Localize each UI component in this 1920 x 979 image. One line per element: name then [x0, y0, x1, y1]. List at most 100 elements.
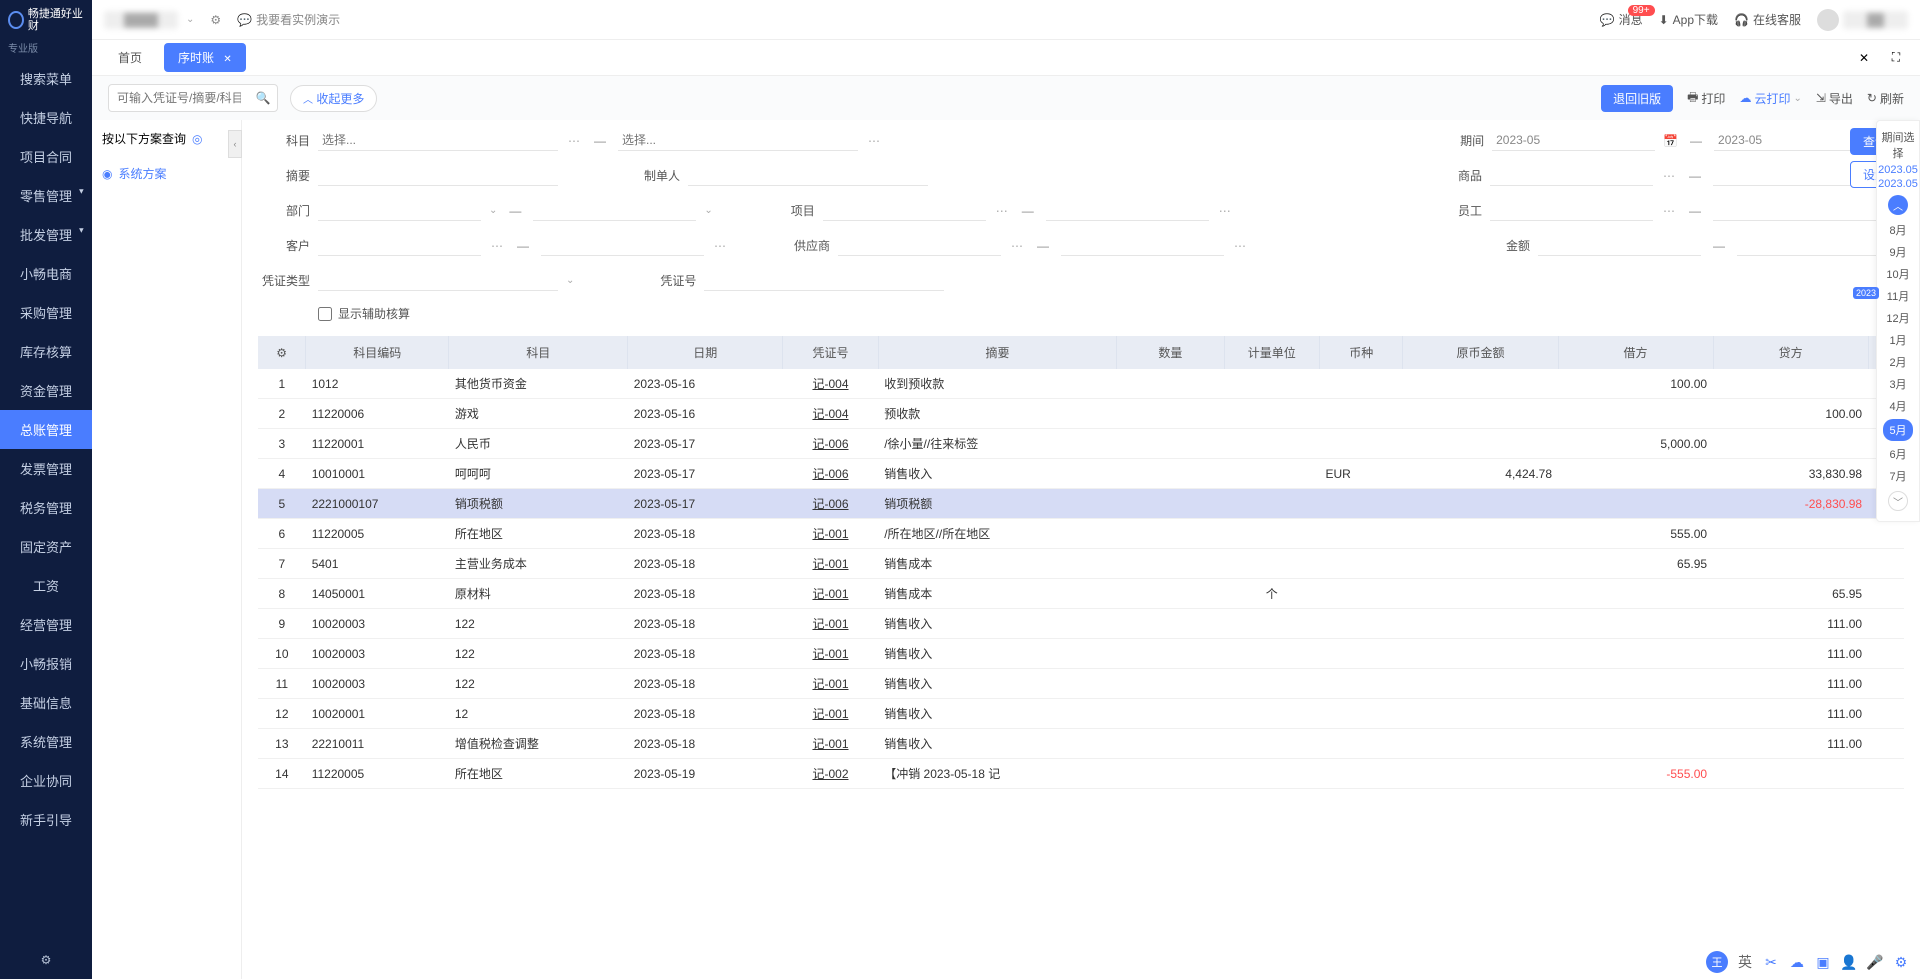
- more-icon[interactable]: ⋯: [1661, 169, 1677, 183]
- collapse-filters-button[interactable]: ︿ 收起更多: [290, 85, 377, 112]
- input-dept-from[interactable]: [318, 200, 481, 221]
- period-month[interactable]: 8月: [1877, 219, 1919, 241]
- messages-link[interactable]: 💬 消息 99+: [1600, 11, 1643, 28]
- nav-item-6[interactable]: 采购管理: [0, 293, 92, 332]
- more-icon[interactable]: ⋯: [566, 134, 582, 148]
- nav-item-12[interactable]: 固定资产: [0, 527, 92, 566]
- refresh-button[interactable]: ↻刷新: [1867, 90, 1904, 107]
- input-project-from[interactable]: [823, 200, 986, 221]
- voucher-link[interactable]: 记-006: [812, 467, 848, 481]
- tool-icon-1[interactable]: ✂: [1762, 953, 1780, 971]
- input-vtype[interactable]: [318, 270, 558, 291]
- table-row[interactable]: 311220001人民币2023-05-17记-006/徐小量//往来标签5,0…: [258, 429, 1904, 459]
- table-row[interactable]: 11100200031222023-05-18记-001销售收入111.00: [258, 669, 1904, 699]
- cloud-print-button[interactable]: ☁云打印⌄: [1739, 90, 1801, 107]
- table-row[interactable]: 75401主营业务成本2023-05-18记-001销售成本65.95: [258, 549, 1904, 579]
- scroll-down-icon[interactable]: ﹀: [1888, 491, 1908, 511]
- input-amount-from[interactable]: [1538, 235, 1701, 256]
- input-summary[interactable]: [318, 165, 558, 186]
- ime-icon[interactable]: 王: [1706, 951, 1728, 973]
- voucher-link[interactable]: 记-001: [812, 677, 848, 691]
- ime-lang[interactable]: 英: [1736, 953, 1754, 971]
- tab-home[interactable]: 首页: [104, 43, 156, 72]
- input-dept-to[interactable]: [533, 200, 696, 221]
- nav-item-5[interactable]: 小畅电商: [0, 254, 92, 293]
- table-row[interactable]: 814050001原材料2023-05-18记-001销售成本个65.95: [258, 579, 1904, 609]
- voucher-link[interactable]: 记-006: [812, 437, 848, 451]
- period-month[interactable]: 10月: [1877, 263, 1919, 285]
- nav-item-2[interactable]: 项目合同: [0, 137, 92, 176]
- gear-icon[interactable]: ⚙: [1892, 953, 1910, 971]
- table-row[interactable]: 1411220005所在地区2023-05-19记-002【冲销 2023-05…: [258, 759, 1904, 789]
- app-download-link[interactable]: ⬇ App下载: [1659, 11, 1718, 28]
- back-old-version-button[interactable]: 退回旧版: [1601, 85, 1673, 112]
- voucher-link[interactable]: 记-001: [812, 587, 848, 601]
- voucher-link[interactable]: 记-006: [812, 497, 848, 511]
- user-icon[interactable]: 👤: [1840, 953, 1858, 971]
- voucher-link[interactable]: 记-004: [812, 407, 848, 421]
- more-icon[interactable]: ⋯: [994, 204, 1010, 218]
- period-month[interactable]: 3月: [1877, 373, 1919, 395]
- input-vno[interactable]: [704, 270, 944, 291]
- tab-journal[interactable]: 序时账 ✕: [164, 43, 246, 72]
- input-employee-to[interactable]: [1713, 200, 1876, 221]
- input-supplier-from[interactable]: [838, 235, 1001, 256]
- nav-item-10[interactable]: 发票管理: [0, 449, 92, 488]
- period-month[interactable]: 7月: [1877, 465, 1919, 487]
- input-goods-from[interactable]: [1490, 165, 1653, 186]
- period-month[interactable]: 6月: [1877, 443, 1919, 465]
- nav-item-17[interactable]: 系统管理: [0, 722, 92, 761]
- table-row[interactable]: 11012其他货币资金2023-05-16记-004收到预收款100.00: [258, 369, 1904, 399]
- close-icon[interactable]: ✕: [223, 54, 231, 65]
- input-subject-to[interactable]: [618, 130, 858, 151]
- fullscreen-icon[interactable]: ⛶: [1884, 46, 1908, 70]
- voucher-link[interactable]: 记-004: [812, 377, 848, 391]
- nav-item-0[interactable]: 搜索菜单: [0, 59, 92, 98]
- print-button[interactable]: 🖶打印: [1687, 88, 1725, 109]
- nav-item-15[interactable]: 小畅报销: [0, 644, 92, 683]
- voucher-link[interactable]: 记-001: [812, 617, 848, 631]
- period-month[interactable]: 9月: [1877, 241, 1919, 263]
- table-row[interactable]: 1210020001122023-05-18记-001销售收入111.00: [258, 699, 1904, 729]
- input-maker[interactable]: [688, 165, 928, 186]
- scroll-up-icon[interactable]: ︿: [1888, 195, 1908, 215]
- input-subject-from[interactable]: [318, 130, 558, 151]
- demo-link[interactable]: 💬 我要看实例演示: [237, 11, 340, 28]
- online-service-link[interactable]: 🎧 在线客服: [1734, 11, 1801, 28]
- period-month[interactable]: 12月: [1877, 307, 1919, 329]
- checkbox-input[interactable]: [318, 307, 332, 321]
- settings-gear-icon[interactable]: ⚙: [0, 941, 92, 979]
- th-gear[interactable]: ⚙: [258, 336, 306, 369]
- chevron-down-icon[interactable]: ⌄: [489, 205, 497, 216]
- table-row[interactable]: 611220005所在地区2023-05-18记-001/所在地区//所在地区5…: [258, 519, 1904, 549]
- more-icon[interactable]: ⋯: [489, 239, 505, 253]
- collapse-scheme-panel[interactable]: ‹: [228, 130, 242, 158]
- calendar-icon[interactable]: 📅: [1663, 134, 1678, 148]
- input-employee-from[interactable]: [1490, 200, 1653, 221]
- voucher-link[interactable]: 记-002: [812, 767, 848, 781]
- period-month[interactable]: 4月: [1877, 395, 1919, 417]
- nav-item-8[interactable]: 资金管理: [0, 371, 92, 410]
- table-row[interactable]: 1322210011增值税检查调整2023-05-18记-001销售收入111.…: [258, 729, 1904, 759]
- nav-item-1[interactable]: 快捷导航: [0, 98, 92, 137]
- nav-item-13[interactable]: 工资: [0, 566, 92, 605]
- voucher-link[interactable]: 记-001: [812, 527, 848, 541]
- nav-item-3[interactable]: 零售管理: [0, 176, 92, 215]
- cloud-icon[interactable]: ☁: [1788, 953, 1806, 971]
- tool-icon-2[interactable]: ▣: [1814, 953, 1832, 971]
- table-row[interactable]: 9100200031222023-05-18记-001销售收入111.00: [258, 609, 1904, 639]
- chevron-down-icon[interactable]: ⌄: [704, 205, 712, 216]
- nav-item-14[interactable]: 经营管理: [0, 605, 92, 644]
- nav-item-4[interactable]: 批发管理: [0, 215, 92, 254]
- input-customer-to[interactable]: [541, 235, 704, 256]
- table-row[interactable]: 410010001呵呵呵2023-05-17记-006销售收入EUR4,424.…: [258, 459, 1904, 489]
- input-project-to[interactable]: [1046, 200, 1209, 221]
- target-icon[interactable]: ◎: [192, 132, 202, 146]
- nav-item-11[interactable]: 税务管理: [0, 488, 92, 527]
- voucher-link[interactable]: 记-001: [812, 707, 848, 721]
- table-row[interactable]: 10100200031222023-05-18记-001销售收入111.00: [258, 639, 1904, 669]
- input-period-from[interactable]: [1492, 130, 1655, 151]
- mic-icon[interactable]: 🎤: [1866, 953, 1884, 971]
- nav-item-18[interactable]: 企业协同: [0, 761, 92, 800]
- scheme-item-system[interactable]: ◉ 系统方案: [102, 159, 231, 188]
